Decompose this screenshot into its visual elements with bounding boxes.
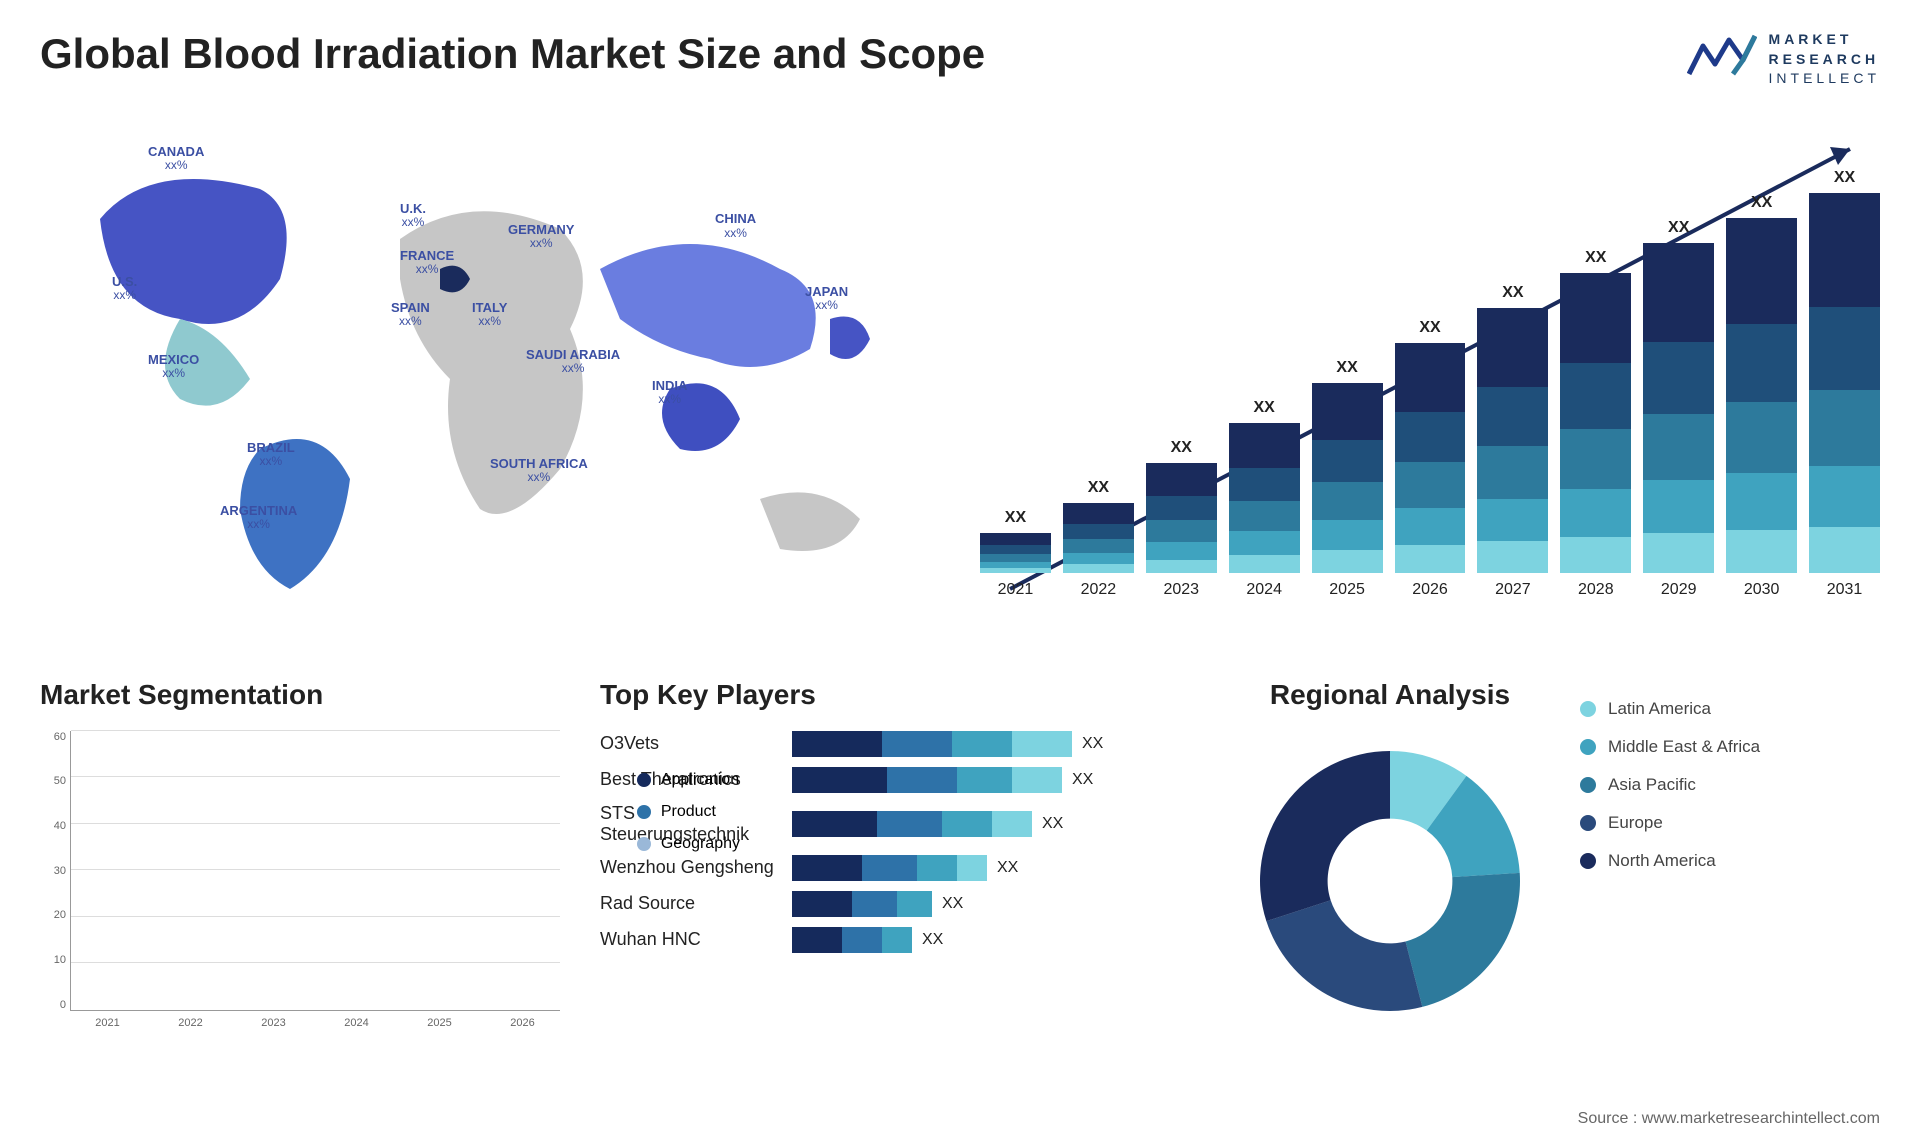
player-name: Wuhan HNC [600, 929, 780, 950]
forecast-bar: XX 2027 [1477, 284, 1548, 599]
legend-item: North America [1580, 851, 1760, 871]
source-attribution: Source : www.marketresearchintellect.com [1578, 1110, 1880, 1128]
legend-item: Product [637, 803, 740, 821]
logo-icon [1687, 34, 1757, 85]
regional-title: Regional Analysis [1240, 679, 1540, 711]
player-value: XX [922, 931, 943, 949]
map-label: CANADAxx% [148, 145, 204, 172]
map-label: BRAZILxx% [247, 441, 295, 468]
forecast-bar-chart: XX 2021 XX 2022 XX 2023 XX 2024 XX 2025 XX 2026 XX 20… [980, 119, 1880, 639]
segmentation-panel: Market Segmentation 6050403020100 Applic… [40, 679, 560, 1031]
legend-item: Application [637, 771, 740, 789]
bar-year-label: 2029 [1661, 581, 1697, 599]
bar-value-label: XX [1834, 169, 1855, 187]
segmentation-x-axis: 202120222023202420252026 [70, 1017, 560, 1029]
players-title: Top Key Players [600, 679, 1200, 711]
map-label: FRANCExx% [400, 249, 454, 276]
segmentation-bars [70, 731, 560, 1011]
map-label: ARGENTINAxx% [220, 504, 297, 531]
player-value: XX [942, 895, 963, 913]
segmentation-title: Market Segmentation [40, 679, 560, 711]
map-label: MEXICOxx% [148, 353, 199, 380]
bar-value-label: XX [1171, 439, 1192, 457]
player-name: O3Vets [600, 733, 780, 754]
donut-slice [1406, 873, 1520, 1007]
legend-item: Asia Pacific [1580, 775, 1760, 795]
forecast-bar: XX 2021 [980, 509, 1051, 599]
regional-legend: Latin America Middle East & Africa Asia Pa… [1580, 699, 1760, 871]
map-label: INDIAxx% [652, 379, 687, 406]
bar-year-label: 2022 [1081, 581, 1117, 599]
forecast-bar: XX 2024 [1229, 399, 1300, 599]
bar-value-label: XX [1088, 479, 1109, 497]
brand-logo: MARKET RESEARCH INTELLECT [1687, 30, 1880, 89]
logo-text: MARKET RESEARCH INTELLECT [1769, 30, 1880, 89]
bar-value-label: XX [1254, 399, 1275, 417]
donut-slice [1260, 751, 1390, 921]
regional-analysis-panel: Regional Analysis Latin America Middle Ea… [1240, 679, 1880, 1031]
world-map-panel: CANADAxx% U.S.xx% MEXICOxx% BRAZILxx% ARGENT… [40, 119, 940, 639]
map-label: ITALYxx% [472, 301, 507, 328]
forecast-bar: XX 2031 [1809, 169, 1880, 599]
forecast-bar: XX 2029 [1643, 219, 1714, 599]
bar-value-label: XX [1005, 509, 1026, 527]
forecast-bar: XX 2022 [1063, 479, 1134, 599]
bar-value-label: XX [1751, 194, 1772, 212]
bar-year-label: 2027 [1495, 581, 1531, 599]
map-label: JAPANxx% [805, 285, 848, 312]
bar-year-label: 2025 [1329, 581, 1365, 599]
player-row: Wuhan HNC XX [600, 927, 1200, 953]
player-value: XX [1042, 815, 1063, 833]
forecast-bar: XX 2030 [1726, 194, 1797, 599]
bar-year-label: 2023 [1163, 581, 1199, 599]
bar-year-label: 2030 [1744, 581, 1780, 599]
bar-value-label: XX [1419, 319, 1440, 337]
legend-item: Middle East & Africa [1580, 737, 1760, 757]
bar-value-label: XX [1502, 284, 1523, 302]
forecast-bar: XX 2026 [1395, 319, 1466, 599]
map-label: U.K.xx% [400, 202, 426, 229]
forecast-bar: XX 2028 [1560, 249, 1631, 599]
forecast-bar: XX 2023 [1146, 439, 1217, 599]
player-row: Rad Source XX [600, 891, 1200, 917]
bar-value-label: XX [1668, 219, 1689, 237]
bar-value-label: XX [1336, 359, 1357, 377]
player-row: O3Vets XX [600, 731, 1200, 757]
legend-item: Geography [637, 835, 740, 853]
segmentation-y-axis: 6050403020100 [40, 731, 70, 1011]
map-label: SPAINxx% [391, 301, 430, 328]
forecast-bar: XX 2025 [1312, 359, 1383, 599]
bar-year-label: 2028 [1578, 581, 1614, 599]
bar-value-label: XX [1585, 249, 1606, 267]
bar-year-label: 2031 [1827, 581, 1863, 599]
legend-item: Latin America [1580, 699, 1760, 719]
map-label: GERMANYxx% [508, 223, 574, 250]
segmentation-legend: Application Product Geography [637, 771, 740, 853]
map-label: SOUTH AFRICAxx% [490, 457, 588, 484]
legend-item: Europe [1580, 813, 1760, 833]
key-players-panel: Top Key Players O3VetsXXBest Theratronic… [600, 679, 1200, 1031]
map-label: SAUDI ARABIAxx% [526, 348, 620, 375]
bar-year-label: 2021 [998, 581, 1034, 599]
player-value: XX [997, 859, 1018, 877]
player-value: XX [1082, 735, 1103, 753]
map-label: U.S.xx% [112, 275, 137, 302]
player-value: XX [1072, 771, 1093, 789]
donut-slice [1266, 900, 1422, 1011]
bar-year-label: 2024 [1246, 581, 1282, 599]
player-name: Rad Source [600, 893, 780, 914]
map-label: CHINAxx% [715, 212, 756, 239]
player-row: Wenzhou Gengsheng XX [600, 855, 1200, 881]
bar-year-label: 2026 [1412, 581, 1448, 599]
player-name: Wenzhou Gengsheng [600, 857, 780, 878]
regional-donut-chart [1240, 731, 1540, 1031]
page-title: Global Blood Irradiation Market Size and… [40, 30, 985, 78]
